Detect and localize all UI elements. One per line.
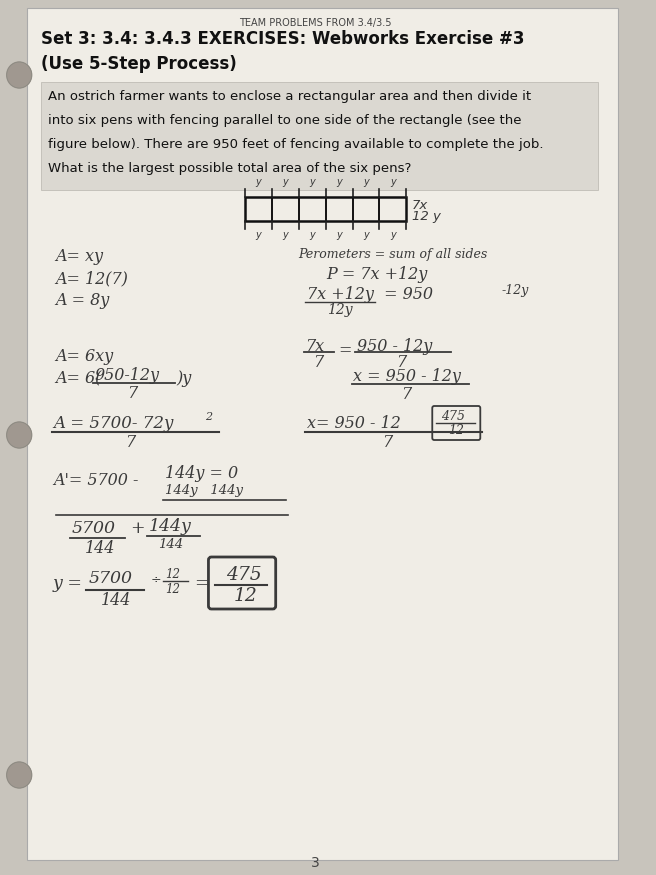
- Text: y: y: [283, 230, 288, 240]
- Text: y: y: [310, 177, 315, 187]
- Text: 144: 144: [101, 592, 131, 609]
- Text: y: y: [337, 177, 342, 187]
- Text: TEAM PROBLEMS FROM 3.4/3.5: TEAM PROBLEMS FROM 3.4/3.5: [239, 18, 392, 28]
- Text: =: =: [338, 342, 352, 359]
- Text: 12: 12: [449, 424, 464, 437]
- Text: A = 5700- 72y: A = 5700- 72y: [53, 415, 173, 432]
- Text: 3: 3: [311, 856, 319, 870]
- Bar: [245, 197, 406, 221]
- Text: y: y: [337, 230, 342, 240]
- Text: A = 8y: A = 8y: [56, 292, 110, 309]
- Text: 475: 475: [226, 566, 261, 584]
- Text: 12: 12: [165, 568, 180, 581]
- Text: +: +: [130, 520, 144, 537]
- Text: 144y   144y: 144y 144y: [165, 484, 243, 497]
- Circle shape: [7, 62, 31, 88]
- Text: x= 950 - 12: x= 950 - 12: [308, 415, 401, 432]
- Text: 7: 7: [125, 434, 135, 451]
- Text: 5700: 5700: [89, 570, 133, 587]
- Text: 12 y: 12 y: [412, 210, 441, 223]
- Text: 7x: 7x: [306, 338, 325, 355]
- Text: A'= 5700 -: A'= 5700 -: [53, 472, 138, 489]
- Circle shape: [7, 422, 31, 448]
- Text: 7x: 7x: [412, 199, 428, 212]
- Text: 12y: 12y: [327, 303, 352, 317]
- Text: =: =: [194, 575, 209, 592]
- Text: y =: y =: [53, 575, 83, 592]
- Text: -12y: -12y: [501, 284, 529, 297]
- Text: Set 3: 3.4: 3.4.3 EXERCISES: Webworks Exercise #3: Set 3: 3.4: 3.4.3 EXERCISES: Webworks Ex…: [41, 30, 525, 48]
- Text: into six pens with fencing parallel to one side of the rectangle (see the: into six pens with fencing parallel to o…: [48, 114, 522, 127]
- Text: 7: 7: [313, 354, 323, 371]
- Text: 12: 12: [234, 587, 257, 605]
- Text: y: y: [363, 177, 369, 187]
- Text: A= 6xy: A= 6xy: [56, 348, 114, 365]
- Text: figure below). There are 950 feet of fencing available to complete the job.: figure below). There are 950 feet of fen…: [48, 138, 544, 151]
- FancyBboxPatch shape: [27, 8, 618, 860]
- Text: $\div$: $\div$: [150, 572, 161, 585]
- Text: y: y: [363, 230, 369, 240]
- Text: y: y: [390, 230, 396, 240]
- Text: Perometers = sum of all sides: Perometers = sum of all sides: [298, 248, 487, 261]
- Text: )y: )y: [176, 370, 192, 387]
- Text: x = 950 - 12y: x = 950 - 12y: [354, 368, 461, 385]
- Text: A= 6(: A= 6(: [56, 370, 102, 387]
- Text: y: y: [283, 177, 288, 187]
- Text: 144: 144: [159, 538, 184, 551]
- Circle shape: [7, 762, 31, 788]
- Text: P = 7x +12y: P = 7x +12y: [327, 266, 428, 283]
- Text: 5700: 5700: [72, 520, 116, 537]
- Text: 144: 144: [85, 540, 115, 557]
- Text: What is the largest possible total area of the six pens?: What is the largest possible total area …: [48, 162, 411, 175]
- Text: 7: 7: [382, 434, 392, 451]
- FancyBboxPatch shape: [41, 82, 598, 190]
- Text: 7x +12y  = 950: 7x +12y = 950: [308, 286, 434, 303]
- Text: 950 - 12y: 950 - 12y: [358, 338, 432, 355]
- Text: y: y: [256, 230, 261, 240]
- Text: 7: 7: [127, 385, 137, 402]
- Text: A= xy: A= xy: [56, 248, 104, 265]
- Text: 475: 475: [441, 410, 465, 423]
- Text: 2: 2: [205, 412, 212, 422]
- Text: 144y: 144y: [149, 518, 192, 535]
- Text: (Use 5-Step Process): (Use 5-Step Process): [41, 55, 237, 73]
- Text: 7: 7: [396, 354, 406, 371]
- Text: 12: 12: [165, 583, 180, 596]
- Text: 7: 7: [401, 386, 412, 403]
- Text: 144y = 0: 144y = 0: [165, 465, 238, 482]
- Text: y: y: [310, 230, 315, 240]
- Text: y: y: [256, 177, 261, 187]
- Text: A= 12(7): A= 12(7): [56, 270, 129, 287]
- Text: An ostrich farmer wants to enclose a rectangular area and then divide it: An ostrich farmer wants to enclose a rec…: [48, 90, 531, 103]
- Text: y: y: [390, 177, 396, 187]
- Text: 950-12y: 950-12y: [94, 367, 159, 384]
